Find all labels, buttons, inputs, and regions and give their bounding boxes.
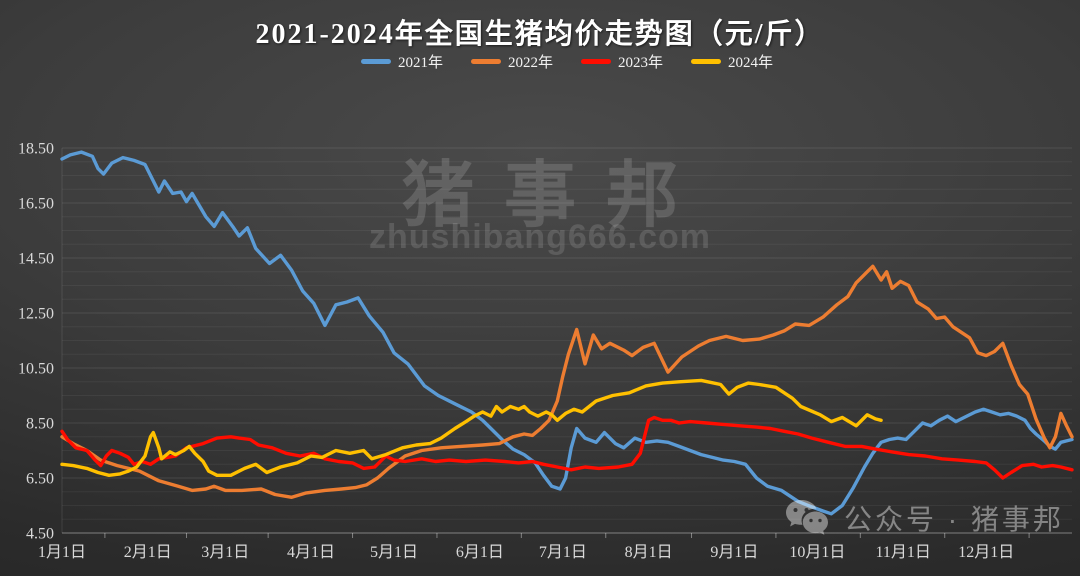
- x-tick-label: 7月1日: [539, 544, 587, 561]
- x-tick-label: 4月1日: [287, 544, 335, 561]
- series-line-2023年: [60, 415, 1074, 480]
- legend-swatch: [581, 58, 611, 64]
- legend-label: 2022年: [507, 54, 553, 71]
- y-tick-label: 18.50: [18, 141, 54, 158]
- series-line-2021年: [60, 150, 1074, 516]
- y-tick-label: 12.50: [18, 306, 54, 323]
- legend: 2021年 2022年 2023年 2024年: [62, 51, 1072, 71]
- legend-label: 2023年: [618, 54, 664, 71]
- legend-label: 2024年: [728, 54, 774, 71]
- legend-swatch: [470, 58, 501, 64]
- legend-label: 2021年: [397, 54, 443, 71]
- legend-item: 2024年: [691, 51, 773, 72]
- x-tick-label: 3月1日: [201, 544, 249, 561]
- x-tick-label: 9月1日: [710, 544, 758, 561]
- y-tick-label: 16.50: [18, 196, 54, 213]
- y-tick-label: 14.50: [18, 251, 54, 268]
- legend-item: 2023年: [581, 51, 663, 72]
- x-tick-label: 1月1日: [38, 544, 86, 561]
- page-title: 2021-2024年全国生猪均价走势图（元/斤）: [255, 19, 825, 50]
- y-tick-label: 8.50: [26, 416, 54, 433]
- y-tick-label: 4.50: [26, 526, 54, 543]
- y-tick-label: 6.50: [26, 471, 54, 488]
- x-tick-label: 8月1日: [625, 544, 673, 561]
- x-tick-label: 2月1日: [124, 544, 172, 561]
- y-tick-label: 10.50: [18, 361, 54, 378]
- x-tick-label: 11月1日: [875, 544, 930, 561]
- legend-swatch: [360, 58, 391, 64]
- legend-item: 2022年: [470, 51, 553, 72]
- series-line-2024年: [60, 378, 883, 477]
- legend-item: 2021年: [360, 51, 443, 72]
- series-line-2022年: [60, 264, 1074, 499]
- x-tick-label: 10月1日: [789, 544, 845, 561]
- x-tick-label: 5月1日: [370, 544, 418, 561]
- x-tick-label: 6月1日: [456, 544, 504, 561]
- x-tick-label: 12月1日: [958, 544, 1014, 561]
- legend-swatch: [691, 58, 722, 64]
